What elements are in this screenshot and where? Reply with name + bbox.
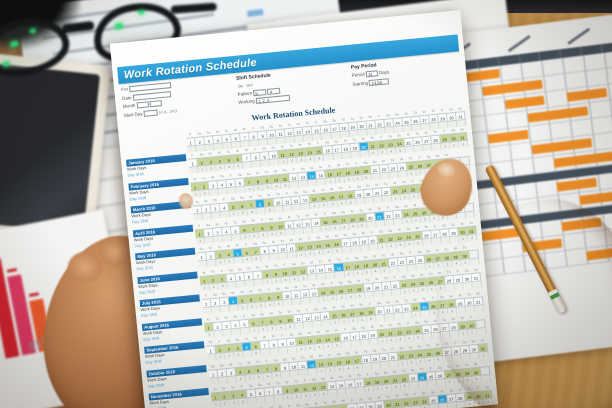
eyeglasses-bridge (61, 20, 95, 34)
period-field: 14 (365, 70, 379, 78)
right-thumb-nail (435, 160, 457, 180)
marker-cell: 3 (458, 140, 469, 148)
start-day-label: Start Day (123, 110, 143, 118)
right-hand (408, 150, 612, 408)
red-chart-label-mark (6, 267, 18, 273)
days-label: Days (378, 69, 390, 76)
starting-label: Starting (352, 79, 369, 87)
month-field (136, 101, 149, 109)
for-label: For (121, 86, 129, 93)
pattern-label: Pattern (237, 90, 253, 97)
spreadsheet-blue-cell (246, 8, 264, 18)
on-label: ON (237, 84, 244, 89)
month-hint: (e.g., Jan) (158, 107, 178, 115)
gantt-group-label (567, 27, 590, 45)
left-hand-knuckle (100, 238, 130, 266)
pay-period-block: Pay Period Period 14 Days Starting 1/1/1… (351, 55, 461, 101)
off-label: OFF (246, 83, 254, 88)
left-thumb-nail (177, 191, 195, 211)
weekday-cell: F (287, 403, 291, 408)
weekday-cell: Th (278, 404, 283, 408)
gantt-bar (504, 95, 546, 110)
shift-schedule-block: Shift Schedule ON OFF Pattern 5 4 Workin… (236, 66, 346, 112)
month-label: Month (122, 102, 136, 109)
starting-field: 1/1/16 (368, 77, 390, 86)
year-field (149, 100, 163, 108)
gantt-group-label (507, 34, 531, 52)
working-field: 1, 2, 3 (255, 94, 291, 105)
form-left-column: For Date Month Start Day (e.g., Jan) (121, 77, 231, 123)
pattern-on-field: 5 (253, 88, 267, 96)
marker-cell (456, 120, 467, 127)
gantt-bar (566, 87, 608, 102)
gantt-bar (487, 129, 529, 144)
left-hand (29, 208, 214, 408)
pattern-off-field: 4 (267, 87, 281, 95)
working-label: Working (238, 98, 255, 105)
left-hand-knuckle (68, 252, 102, 282)
date-label: Date (121, 94, 132, 101)
period-label: Period (351, 71, 365, 78)
start-day-field (143, 109, 158, 117)
